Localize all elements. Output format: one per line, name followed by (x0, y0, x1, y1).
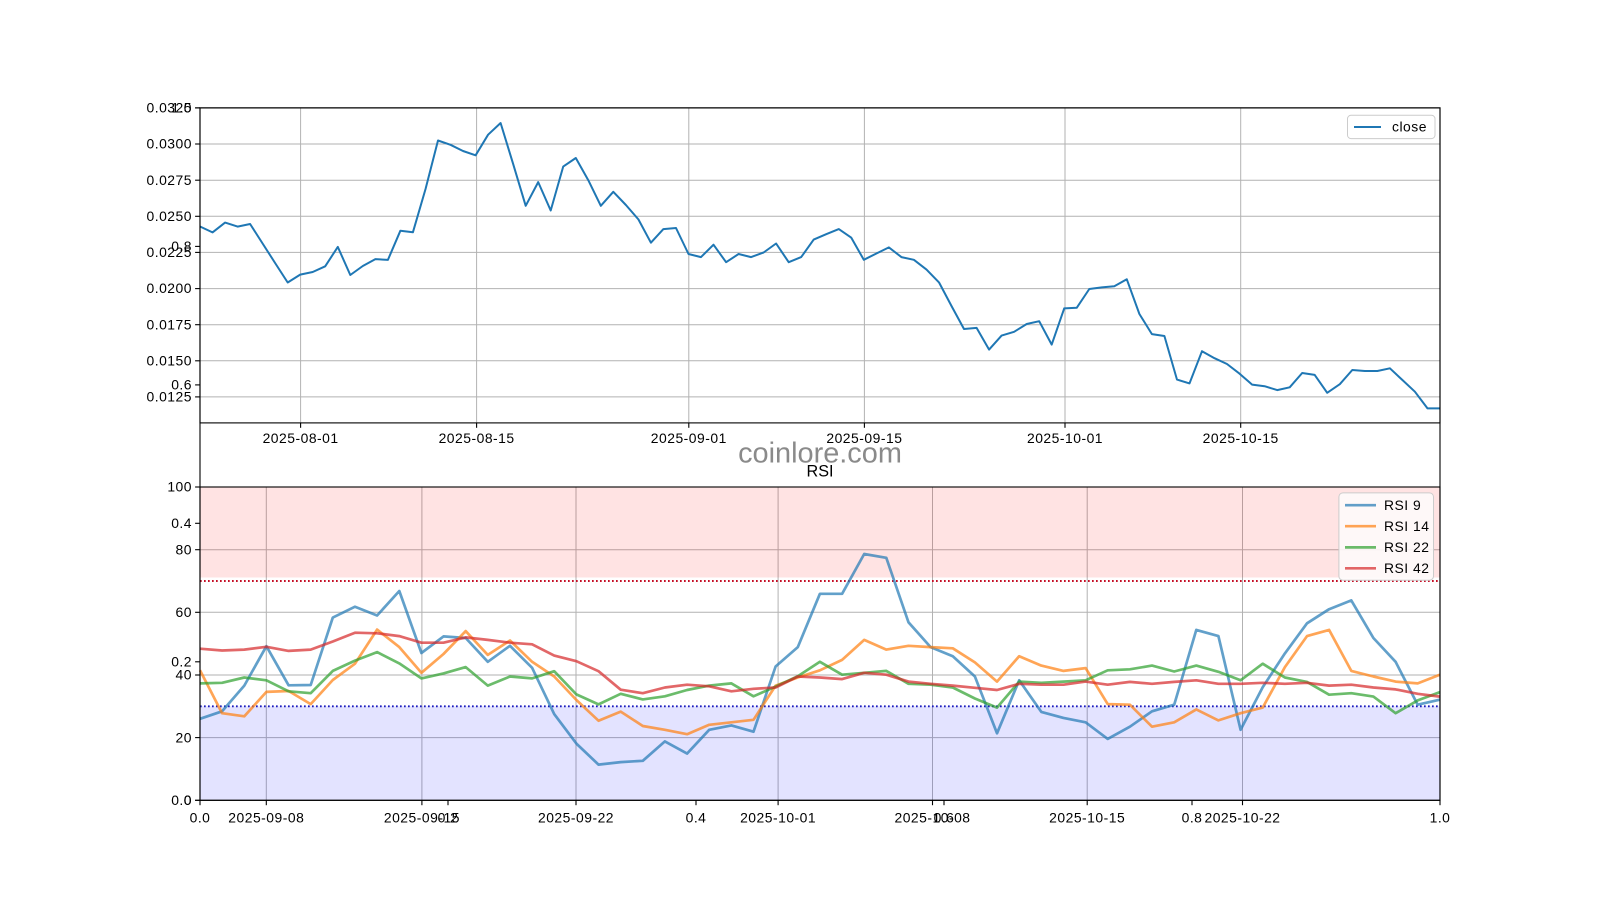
svg-text:2025-10-15: 2025-10-15 (1049, 810, 1125, 826)
svg-text:100: 100 (167, 479, 192, 495)
svg-text:0.0225: 0.0225 (147, 244, 193, 260)
svg-text:2025-10-01: 2025-10-01 (1027, 430, 1103, 446)
svg-text:2025-10-15: 2025-10-15 (1203, 430, 1279, 446)
svg-text:0.0175: 0.0175 (147, 316, 193, 332)
svg-text:2025-09-01: 2025-09-01 (651, 430, 727, 446)
svg-text:0: 0 (184, 792, 192, 808)
svg-text:2025-10-08: 2025-10-08 (894, 810, 970, 826)
svg-text:coinlore.com: coinlore.com (738, 438, 902, 470)
svg-text:RSI 14: RSI 14 (1384, 518, 1429, 534)
svg-text:20: 20 (176, 729, 192, 745)
svg-text:2025-10-22: 2025-10-22 (1204, 810, 1280, 826)
svg-text:0.0325: 0.0325 (147, 100, 193, 116)
svg-text:40: 40 (176, 667, 192, 683)
svg-text:2025-09-22: 2025-09-22 (538, 810, 614, 826)
svg-text:close: close (1392, 119, 1427, 135)
svg-text:0.0: 0.0 (171, 792, 192, 808)
svg-text:1.0: 1.0 (1430, 810, 1451, 826)
svg-text:2025-08-01: 2025-08-01 (263, 430, 339, 446)
svg-text:0.0150: 0.0150 (147, 353, 193, 369)
svg-text:0.2: 0.2 (438, 810, 459, 826)
svg-text:0.6: 0.6 (171, 377, 192, 393)
svg-text:RSI 22: RSI 22 (1384, 539, 1429, 555)
svg-text:60: 60 (176, 604, 192, 620)
svg-text:2025-09-15: 2025-09-15 (384, 810, 460, 826)
svg-text:0.4: 0.4 (171, 515, 192, 531)
svg-text:80: 80 (176, 541, 192, 557)
svg-text:2025-09-08: 2025-09-08 (228, 810, 304, 826)
svg-text:0.4: 0.4 (686, 810, 707, 826)
svg-text:RSI 9: RSI 9 (1384, 497, 1421, 513)
svg-text:0.6: 0.6 (934, 810, 955, 826)
svg-text:1.0: 1.0 (171, 100, 192, 116)
svg-text:RSI: RSI (807, 463, 834, 481)
svg-text:RSI 42: RSI 42 (1384, 560, 1429, 576)
svg-text:0.0275: 0.0275 (147, 172, 193, 188)
svg-text:2025-09-15: 2025-09-15 (826, 430, 902, 446)
svg-text:0.2: 0.2 (171, 654, 192, 670)
svg-text:2025-10-01: 2025-10-01 (740, 810, 816, 826)
svg-text:0.0125: 0.0125 (147, 389, 193, 405)
svg-text:0.0250: 0.0250 (147, 208, 193, 224)
svg-text:0.8: 0.8 (1182, 810, 1203, 826)
svg-text:0.0: 0.0 (190, 810, 211, 826)
svg-text:2025-08-15: 2025-08-15 (439, 430, 515, 446)
svg-text:0.0200: 0.0200 (147, 280, 193, 296)
svg-text:0.0300: 0.0300 (147, 136, 193, 152)
svg-text:0.8: 0.8 (171, 238, 192, 254)
